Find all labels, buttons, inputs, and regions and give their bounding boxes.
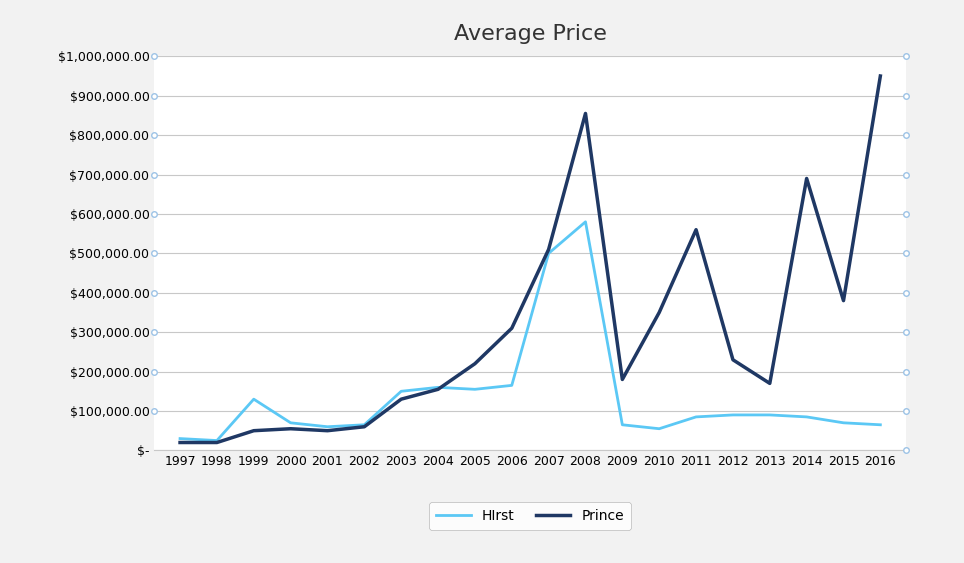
Prince: [654, 309, 665, 316]
Prince: [764, 380, 776, 387]
Prince: [469, 360, 481, 367]
HIrst: [211, 437, 223, 444]
Line: HIrst: HIrst: [180, 222, 880, 440]
HIrst: [764, 412, 776, 418]
Prince: [506, 325, 518, 332]
HIrst: [874, 421, 886, 428]
Prince: [248, 427, 259, 434]
HIrst: [506, 382, 518, 388]
HIrst: [248, 396, 259, 403]
Line: Prince: Prince: [180, 76, 880, 443]
Title: Average Price: Average Price: [454, 24, 606, 44]
HIrst: [174, 435, 186, 442]
HIrst: [284, 419, 296, 426]
HIrst: [801, 413, 813, 420]
HIrst: [543, 250, 554, 257]
Prince: [838, 297, 849, 304]
HIrst: [469, 386, 481, 393]
HIrst: [617, 421, 629, 428]
Prince: [211, 439, 223, 446]
Prince: [579, 110, 591, 117]
Prince: [543, 246, 554, 253]
Prince: [727, 356, 738, 363]
Prince: [690, 226, 702, 233]
Prince: [174, 439, 186, 446]
HIrst: [432, 384, 443, 391]
Prince: [874, 73, 886, 79]
HIrst: [579, 218, 591, 225]
Prince: [395, 396, 407, 403]
HIrst: [727, 412, 738, 418]
HIrst: [395, 388, 407, 395]
HIrst: [359, 421, 370, 428]
Legend: HIrst, Prince: HIrst, Prince: [429, 502, 631, 530]
HIrst: [690, 413, 702, 420]
Prince: [284, 426, 296, 432]
HIrst: [322, 423, 334, 430]
Prince: [432, 386, 443, 393]
Prince: [322, 427, 334, 434]
Prince: [801, 175, 813, 182]
HIrst: [838, 419, 849, 426]
Prince: [359, 423, 370, 430]
Prince: [617, 376, 629, 383]
HIrst: [654, 426, 665, 432]
